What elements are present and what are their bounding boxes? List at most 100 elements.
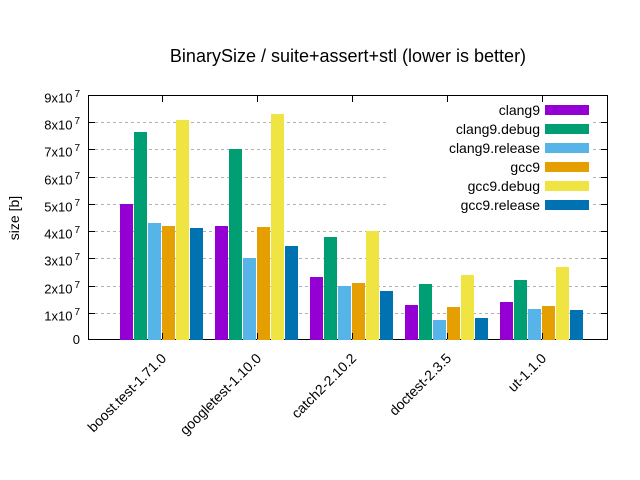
bar-clang9.release	[433, 319, 446, 340]
bar-clang9.debug	[514, 280, 527, 340]
legend-swatch-gcc9	[545, 161, 589, 172]
legend-label: clang9.release	[448, 139, 540, 156]
legend-swatch-clang9.debug	[545, 123, 589, 134]
bar-clang9.release	[338, 285, 351, 340]
legend-label: gcc9.release	[460, 196, 540, 213]
bar-gcc9.debug	[461, 274, 474, 340]
y-tick-label: 4x10 7	[18, 223, 80, 242]
y-tick-label: 5x10 7	[18, 196, 80, 215]
tick-exponent: 7	[74, 116, 80, 128]
tick-exponent: 7	[74, 306, 80, 318]
y-tick-label: 3x10 7	[18, 250, 80, 269]
gridline	[89, 203, 607, 205]
y-tick-mark	[601, 122, 607, 124]
tick-exponent: 7	[74, 279, 80, 291]
x-tick-mark	[351, 96, 353, 102]
legend-swatch-clang9.release	[545, 142, 589, 153]
gridline	[89, 122, 607, 124]
y-tick-mark	[89, 122, 95, 124]
y-tick-mark	[89, 285, 95, 287]
y-tick-mark	[89, 258, 95, 260]
bar-gcc9	[542, 305, 555, 340]
gridline	[89, 231, 607, 233]
y-tick-label: 9x10 7	[18, 87, 80, 106]
y-tick-mark	[89, 231, 95, 233]
y-tick-mark	[89, 176, 95, 178]
x-tick-mark	[351, 333, 353, 339]
x-tick-mark	[446, 333, 448, 339]
bar-gcc9.debug	[176, 119, 189, 340]
tick-mantissa: 1x10	[44, 308, 73, 324]
bar-clang9	[120, 203, 133, 340]
x-tick-mark	[446, 96, 448, 102]
x-tick-mark	[541, 333, 543, 339]
y-tick-label: 1x10 7	[18, 305, 80, 324]
legend-swatch-gcc9.release	[545, 199, 589, 210]
y-tick-mark	[601, 285, 607, 287]
bar-clang9	[310, 277, 323, 340]
tick-exponent: 7	[74, 143, 80, 155]
bar-clang9.debug	[419, 284, 432, 340]
bar-clang9.debug	[324, 236, 337, 340]
bar-clang9	[500, 301, 513, 340]
x-tick-mark	[161, 96, 163, 102]
legend-swatch-gcc9.debug	[545, 180, 589, 191]
bar-gcc9.debug	[271, 114, 284, 340]
bar-gcc9.release	[190, 228, 203, 340]
tick-exponent: 7	[74, 170, 80, 182]
tick-exponent: 7	[74, 252, 80, 264]
tick-mantissa: 3x10	[44, 253, 73, 269]
y-tick-mark	[89, 203, 95, 205]
tick-mantissa: 5x10	[44, 199, 73, 215]
y-tick-label: 8x10 7	[18, 114, 80, 133]
tick-mantissa: 8x10	[44, 117, 73, 133]
bar-gcc9.release	[570, 310, 583, 340]
gridline	[89, 258, 607, 260]
tick-exponent: 7	[74, 197, 80, 209]
y-tick-mark	[601, 176, 607, 178]
gridline	[89, 176, 607, 178]
bar-gcc9	[162, 225, 175, 340]
bar-clang9.release	[148, 222, 161, 340]
bar-clang9.release	[528, 308, 541, 340]
y-tick-label: 6x10 7	[18, 169, 80, 187]
bar-clang9.release	[243, 258, 256, 340]
bar-clang9	[215, 225, 228, 340]
y-tick-mark	[89, 149, 95, 151]
tick-mantissa: 4x10	[44, 226, 73, 242]
y-tick-mark	[601, 231, 607, 233]
y-tick-label: 7x10 7	[18, 141, 80, 160]
y-tick-label: 0	[72, 332, 80, 347]
x-tick-mark	[256, 333, 258, 339]
bar-gcc9.debug	[556, 266, 569, 340]
bar-gcc9	[447, 307, 460, 340]
bar-gcc9	[257, 227, 270, 340]
y-tick-label: 2x10 7	[18, 278, 80, 296]
y-tick-mark	[601, 258, 607, 260]
tick-mantissa: 9x10	[44, 90, 73, 106]
y-tick-mark	[89, 312, 95, 314]
bar-gcc9.release	[285, 246, 298, 340]
x-tick-mark	[161, 333, 163, 339]
legend-label: gcc9	[510, 158, 540, 175]
legend-label: clang9.debug	[455, 120, 540, 137]
bar-gcc9.release	[380, 291, 393, 340]
y-tick-mark	[601, 312, 607, 314]
legend-label: clang9	[498, 101, 540, 118]
tick-exponent: 7	[74, 89, 80, 100]
legend-background	[388, 99, 592, 212]
chart-title: BinarySize / suite+assert+stl (lower is …	[169, 46, 527, 66]
bar-gcc9	[352, 282, 365, 340]
bar-clang9.debug	[229, 149, 242, 340]
tick-mantissa: 2x10	[44, 280, 73, 296]
bar-clang9	[405, 304, 418, 340]
legend-label: gcc9.debug	[467, 177, 540, 194]
bar-gcc9.debug	[366, 231, 379, 340]
legend-swatch-clang9	[545, 104, 589, 115]
tick-mantissa: 7x10	[44, 144, 73, 160]
tick-exponent: 7	[74, 225, 80, 237]
gridline	[89, 149, 607, 151]
tick-mantissa: 6x10	[44, 171, 73, 187]
y-tick-mark	[601, 149, 607, 151]
